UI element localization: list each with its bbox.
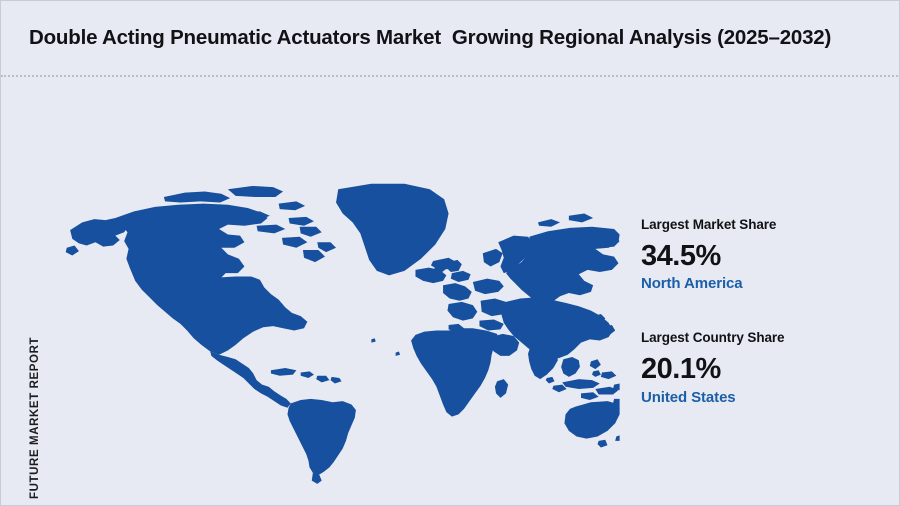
stat-value: 34.5%: [641, 240, 721, 272]
page-title: Double Acting Pneumatic Actuators Market…: [29, 25, 832, 49]
stat-region: North America: [641, 275, 743, 293]
stat-label: Largest Market Share: [641, 217, 777, 232]
stat-block-country-share: Largest Country Share 20.1% United State…: [641, 330, 881, 405]
stat-label: Largest Country Share: [641, 330, 785, 346]
stats-panel: Largest Market Share 34.5% North America…: [641, 217, 881, 406]
content-area: FUTURE MARKET REPORT: [1, 77, 899, 505]
map-land-shapes: [65, 183, 620, 484]
vertical-brand-label: FUTURE MARKET REPORT: [29, 336, 41, 499]
world-map: [61, 165, 621, 485]
stat-region: United States: [641, 388, 736, 406]
stat-value: 20.1%: [641, 353, 721, 386]
header-bar: Double Acting Pneumatic Actuators Market…: [1, 1, 899, 77]
stat-block-market-share: Largest Market Share 34.5% North America: [641, 217, 881, 292]
